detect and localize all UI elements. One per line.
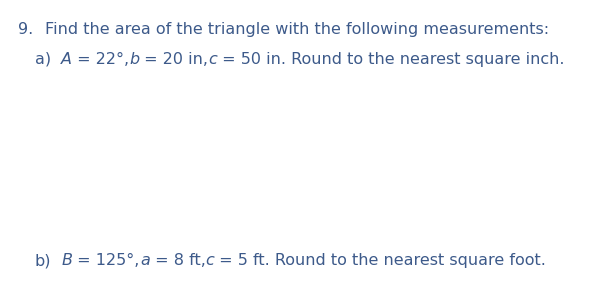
- Text: b): b): [35, 253, 52, 268]
- Text: c: c: [205, 253, 215, 268]
- Text: = 8 ft,: = 8 ft,: [150, 253, 205, 268]
- Text: b: b: [129, 52, 139, 67]
- Text: = 20 in,: = 20 in,: [139, 52, 208, 67]
- Text: B: B: [61, 253, 73, 268]
- Text: c: c: [208, 52, 217, 67]
- Text: Find the area of the triangle with the following measurements:: Find the area of the triangle with the f…: [45, 22, 550, 37]
- Text: a): a): [35, 52, 51, 67]
- Text: = 5 ft. Round to the nearest square foot.: = 5 ft. Round to the nearest square foot…: [215, 253, 546, 268]
- Text: a: a: [140, 253, 150, 268]
- Text: = 50 in. Round to the nearest square inch.: = 50 in. Round to the nearest square inc…: [217, 52, 565, 67]
- Text: 9.: 9.: [18, 22, 33, 37]
- Text: A: A: [61, 52, 72, 67]
- Text: = 22°,: = 22°,: [72, 52, 129, 67]
- Text: = 125°,: = 125°,: [73, 253, 140, 268]
